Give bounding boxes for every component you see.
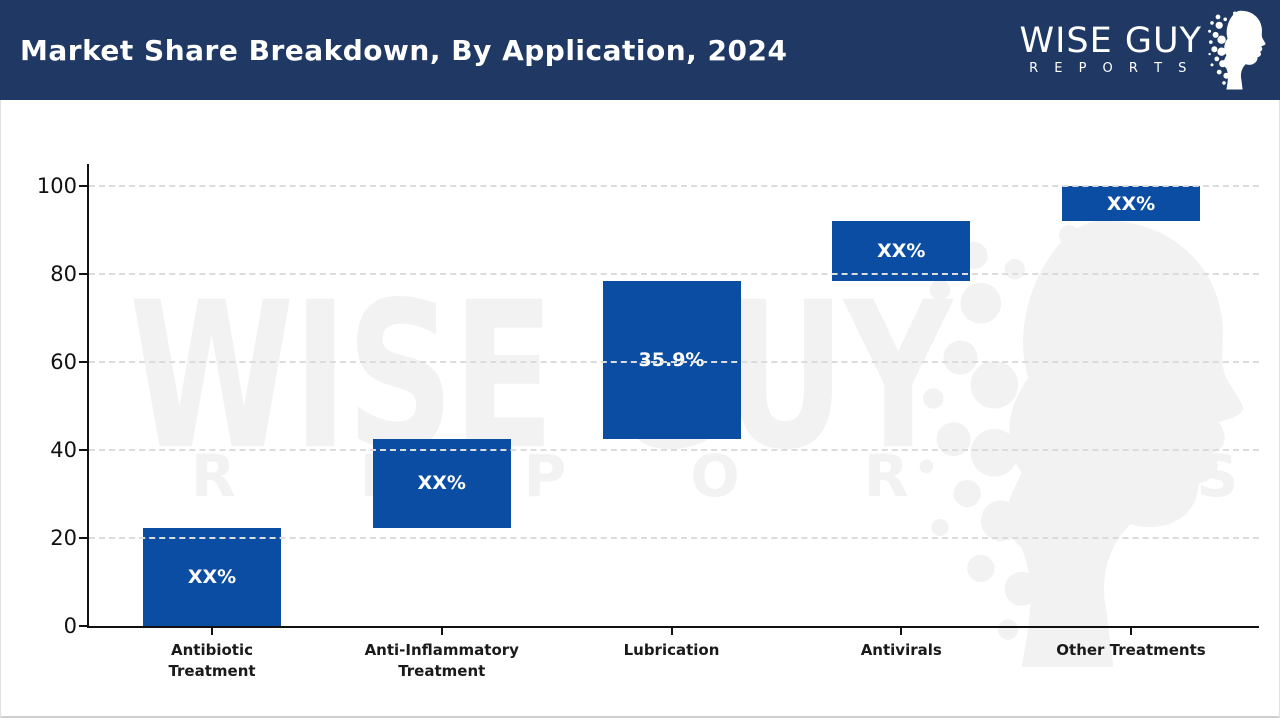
y-tick-label-20: 20 xyxy=(50,526,77,550)
y-tick-mark-80 xyxy=(79,273,87,275)
x-category-label-line: Antivirals xyxy=(860,641,942,659)
gridline-80 xyxy=(89,273,1259,275)
bar-3: 35.9% xyxy=(602,281,741,439)
x-tick-mark-5 xyxy=(1130,628,1132,635)
x-category-label-1: Antibiotic Treatment xyxy=(92,640,332,682)
bar-5: XX% xyxy=(1062,186,1200,222)
gridline-40 xyxy=(89,449,1259,451)
y-tick-label-80: 80 xyxy=(50,262,77,286)
x-category-label-3: Lubrication xyxy=(552,640,792,661)
y-tick-label-0: 0 xyxy=(63,614,77,638)
gridline-100 xyxy=(89,185,1259,187)
bar-value-label-4: XX% xyxy=(877,240,926,263)
header-bar: Market Share Breakdown, By Application, … xyxy=(0,0,1280,100)
logo-name: WISE GUY xyxy=(1019,20,1202,61)
gridline-60 xyxy=(89,361,1259,363)
x-category-label-line: Lubrication xyxy=(623,641,720,659)
bar-2: XX% xyxy=(372,439,511,528)
logo-text: WISE GUY R E P O R T S xyxy=(1019,22,1202,77)
x-category-label-line: Antibiotic xyxy=(171,641,253,659)
logo-reports: R E P O R T S xyxy=(1029,61,1193,77)
x-tick-mark-2 xyxy=(440,628,443,635)
x-axis-line xyxy=(87,626,1259,628)
x-category-label-line: Treatment xyxy=(168,662,256,680)
x-category-label-5: Other Treatments xyxy=(1011,640,1251,661)
y-tick-mark-40 xyxy=(79,449,87,451)
x-category-label-line: Anti-Inflammatory xyxy=(364,641,519,659)
bar-value-label-2: XX% xyxy=(417,472,466,495)
bar-value-label-1: XX% xyxy=(187,565,237,588)
x-tick-mark-1 xyxy=(211,628,213,635)
wise-guy-logo: WISE GUY R E P O R T S xyxy=(1019,8,1266,90)
logo-head-icon xyxy=(1208,10,1266,90)
bottom-edge-line xyxy=(1,716,1279,718)
y-tick-mark-20 xyxy=(79,537,87,539)
bar-value-label-5: XX% xyxy=(1106,192,1156,215)
y-tick-label-40: 40 xyxy=(50,438,77,462)
y-axis-line xyxy=(87,164,89,628)
chart-title: Market Share Breakdown, By Application, … xyxy=(20,33,788,67)
bar-4: XX% xyxy=(832,221,971,282)
x-category-label-line: Other Treatments xyxy=(1056,641,1206,659)
chart-area: WISE GUY R E P O R T S 0 20 40 60 80 100 XX% An… xyxy=(0,100,1280,718)
x-tick-mark-3 xyxy=(670,628,673,635)
bar-1: XX% xyxy=(143,527,281,626)
gridline-20 xyxy=(89,537,1259,539)
y-tick-mark-0 xyxy=(79,625,87,627)
bar-value-label-3: 35.9% xyxy=(638,349,705,371)
watermark-name: WISE GUY xyxy=(129,260,953,495)
x-category-label-4: Antivirals xyxy=(781,640,1021,661)
x-category-label-line: Treatment xyxy=(398,662,486,680)
y-tick-label-60: 60 xyxy=(50,350,77,374)
x-category-label-2: Anti-Inflammatory Treatment xyxy=(322,640,562,682)
y-tick-mark-100 xyxy=(79,185,87,187)
x-tick-mark-4 xyxy=(900,628,903,635)
y-tick-label-100: 100 xyxy=(36,174,77,198)
y-tick-mark-60 xyxy=(79,361,87,363)
